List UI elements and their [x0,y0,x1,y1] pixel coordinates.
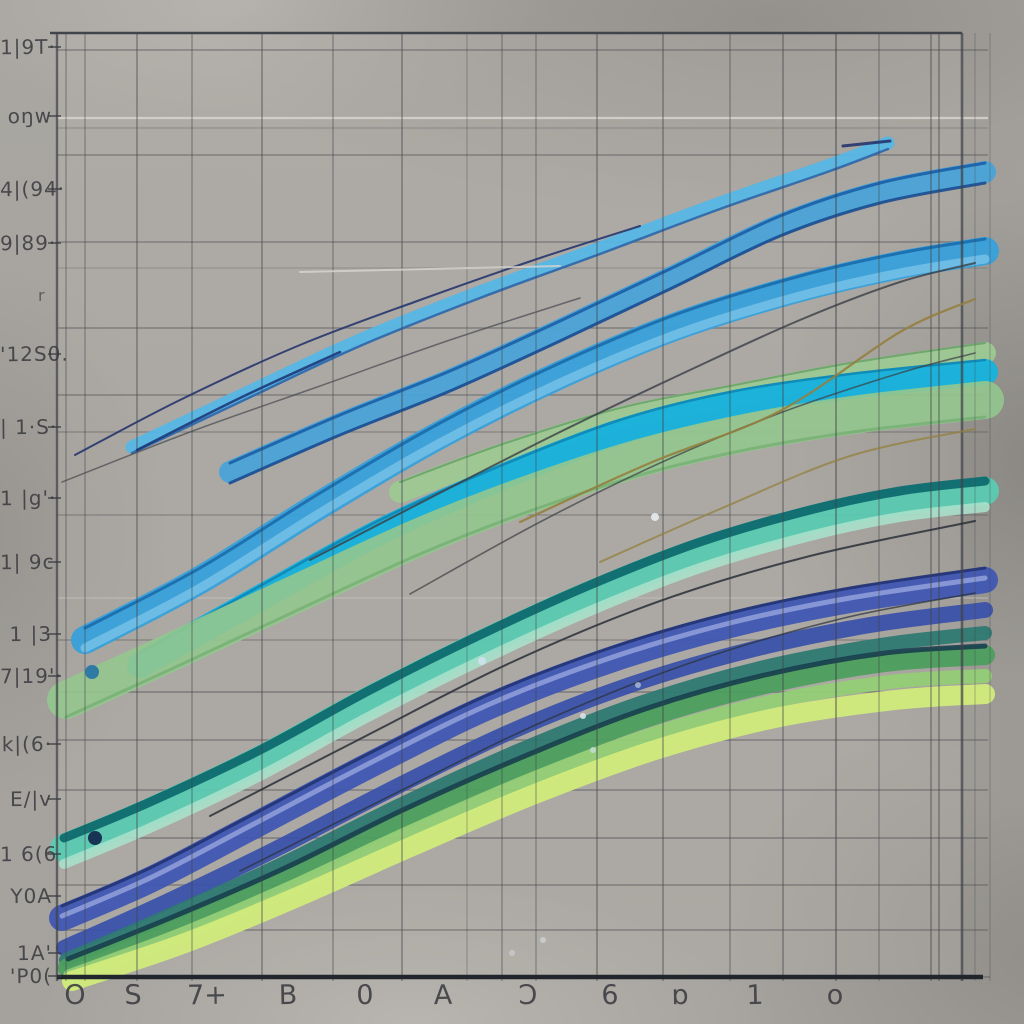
x-axis-tick-label: 7+ [186,979,228,1012]
y-axis-tick-label: 7|19'· [0,663,63,689]
paint-speck [509,950,515,956]
y-axis-tick-label: E/|v [9,786,53,812]
band-indigo-2 [56,602,993,956]
band-teal-green [59,626,992,967]
y-axis-tick-label: 1| 9c [0,549,55,575]
y-axis-tick-label: '12S0. [0,341,69,367]
band-sky-thin [125,136,895,454]
band-blue-upper-stripe [228,181,987,485]
band-green [58,645,995,978]
x-axis-tick-label: ɒ [671,979,689,1012]
band-sky-thin-stripe [130,147,890,455]
x-axis-tick-label: 0 [356,979,374,1012]
pencil-olive-2 [599,428,976,563]
band-indigo-stripe [59,575,988,919]
scratch-light [299,265,561,273]
x-axis-tick-label: O [64,979,86,1012]
x-axis-tick-label: o [826,979,844,1012]
band-mint-teal [50,477,999,862]
band-blue-wide-stripe [80,254,990,653]
band-green-stripe [65,643,988,962]
x-axis-tick-label: 1 [746,979,764,1012]
pencil-dark-1 [309,262,976,561]
band-mint-teal-stripe [59,502,990,869]
paint-speck [590,747,596,753]
pencil-navy-dash [841,139,892,148]
band-indigo-stripe [60,566,987,908]
band-blue-upper [219,161,996,483]
pencil-dark-4 [239,592,976,872]
paint-speck [540,937,546,943]
x-axis-tick-label: S [124,979,142,1012]
y-axis-tick-label: 1|9T· [0,34,56,60]
x-axis-tick-label: Ɔ [518,979,538,1012]
y-axis-tick-label: 9|89· [0,230,57,256]
band-sage-wide [47,381,1004,719]
pencil-navy-1 [74,225,641,456]
paint-speck [635,682,641,688]
paint-speck [88,831,102,845]
x-axis-tick-label: B [278,979,298,1012]
y-axis-tick-label: oŋw [7,103,53,129]
y-axis-tick-label: 1 |3 [9,621,53,647]
y-axis-tick-label: Y0A [10,883,53,909]
paint-speck [651,513,659,521]
y-axis-tick-label: 1 |g'· [0,485,57,511]
x-axis-tick-label: A [433,979,453,1012]
stray-mark: r [38,286,45,305]
pencil-dark-3 [209,520,976,817]
pencil-dark-2 [409,352,976,595]
paint-speck [85,665,99,679]
band-sage-upper-stripe [399,342,986,483]
y-axis-tick-label: k|(6· [1,731,53,757]
y-axis-tick-label: | 1·S· [0,414,58,440]
band-blue-wide-stripe [83,237,987,630]
pencil-gray-1 [61,297,581,483]
band-blue-upper-stripe [228,161,987,465]
paint-speck [580,713,586,719]
y-axis-tick-label: 4|(94· [0,176,66,202]
pencil-olive-1 [518,297,977,524]
pencil-navy-2 [135,350,342,452]
band-blue-wide [71,237,999,654]
paint-speck [478,657,486,665]
band-sage-wide-stripe [64,415,987,719]
y-axis-tick-label: 1 6(6 [0,841,58,867]
band-yellow-green [62,684,995,991]
band-mint-teal-stripe [59,476,990,843]
x-axis-tick-label: 6 [601,979,619,1012]
